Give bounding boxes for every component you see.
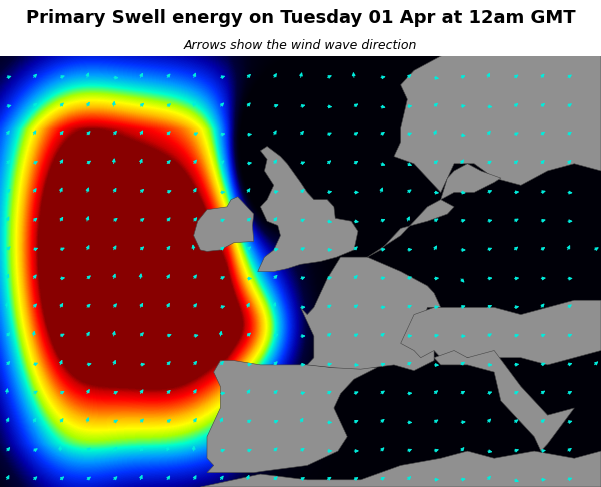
Text: Arrows show the wind wave direction: Arrows show the wind wave direction <box>184 39 417 53</box>
Text: Primary Swell energy on Tuesday 01 Apr at 12am GMT: Primary Swell energy on Tuesday 01 Apr a… <box>26 9 575 27</box>
